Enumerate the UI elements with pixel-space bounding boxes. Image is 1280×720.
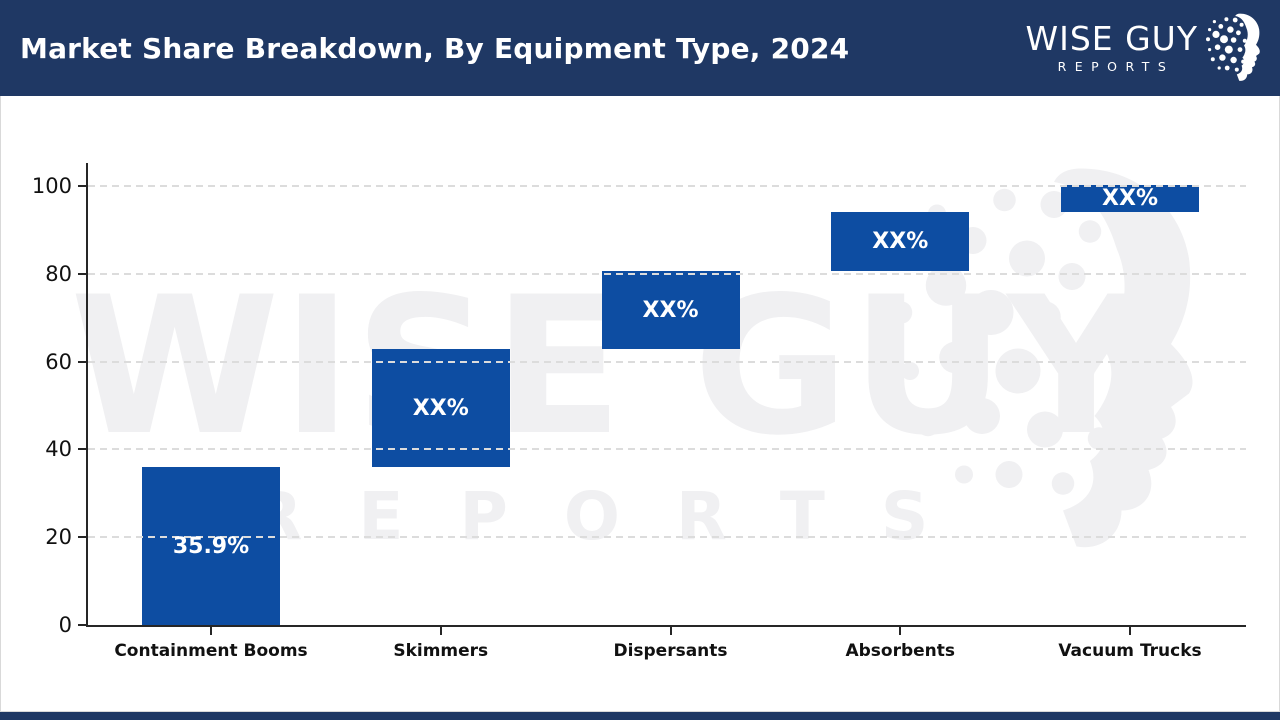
x-axis-category-label: Containment Booms	[114, 641, 308, 661]
y-tick-mark	[78, 448, 86, 451]
x-axis-category-label: Dispersants	[613, 641, 728, 661]
page-header: Market Share Breakdown, By Equipment Typ…	[0, 0, 1280, 96]
bar-1	[371, 348, 510, 468]
y-tick-mark	[78, 185, 86, 187]
bar-value-label: XX%	[642, 297, 699, 323]
y-tick-label: 40	[45, 437, 72, 462]
bar-0	[142, 467, 280, 625]
y-tick-mark	[78, 624, 86, 626]
y-tick-mark	[78, 272, 86, 275]
y-tick-label: 60	[45, 349, 72, 374]
y-tick-mark	[78, 536, 86, 539]
y-tick-mark	[78, 360, 86, 363]
wiseguy-logo: WISE GUY REPORTS	[1025, 12, 1264, 84]
chart-title: Market Share Breakdown, By Equipment Typ…	[20, 31, 850, 65]
x-axis-line	[86, 625, 1246, 627]
gridline-60	[88, 360, 1246, 363]
gridline-20	[88, 536, 1246, 539]
x-tick-mark	[669, 627, 672, 635]
y-tick-label: 20	[45, 525, 72, 550]
y-tick-label: 80	[45, 261, 72, 286]
x-axis-category-label: Skimmers	[393, 641, 489, 661]
x-tick-mark	[899, 627, 902, 635]
wiseguy-logo-text: WISE GUY REPORTS	[1025, 22, 1198, 74]
gridline-40	[88, 448, 1246, 451]
x-tick-mark	[210, 627, 212, 635]
wiseguy-logo-name: WISE GUY	[1025, 19, 1198, 59]
x-tick-mark	[439, 627, 442, 635]
x-tick-mark	[1129, 627, 1131, 635]
x-axis-category-label: Vacuum Trucks	[1058, 641, 1202, 661]
bar-2	[601, 271, 740, 349]
y-axis-line	[86, 163, 88, 627]
y-tick-label: 0	[58, 613, 72, 637]
bar-value-label: XX%	[412, 395, 469, 421]
wiseguy-logo-subname: REPORTS	[1057, 58, 1175, 74]
footer-bar	[0, 712, 1280, 720]
bar-value-label: 35.9%	[172, 533, 250, 559]
bar-value-label: XX%	[872, 229, 929, 255]
head-profile-dots-icon	[1206, 13, 1260, 81]
x-axis-category-label: Absorbents	[845, 641, 956, 661]
y-tick-label: 100	[31, 174, 72, 198]
gridline-80	[88, 272, 1246, 275]
bar-value-label: XX%	[1102, 186, 1158, 212]
gridline-100	[88, 185, 1246, 187]
